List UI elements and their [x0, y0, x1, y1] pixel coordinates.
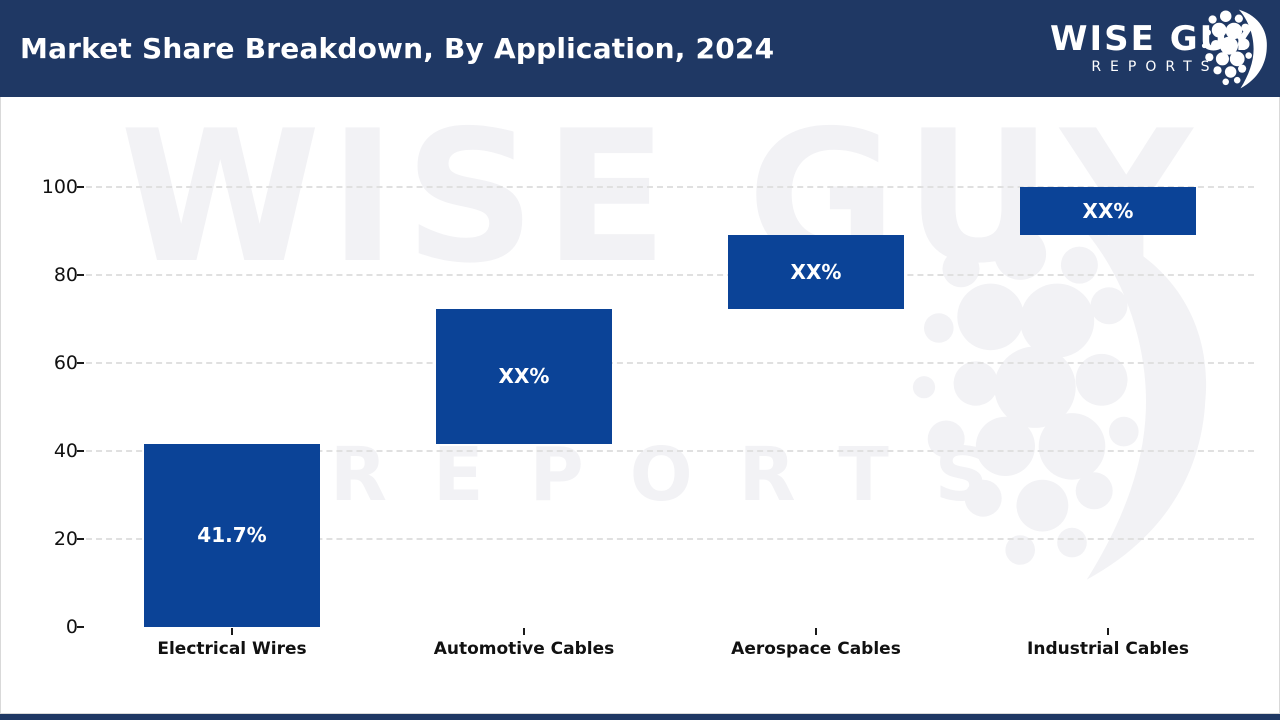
category-label-electrical-wires: Electrical Wires [157, 639, 307, 659]
y-tick-label-0: 0 [65, 616, 78, 638]
y-tick-0 [77, 626, 84, 628]
bar-value-label: XX% [498, 364, 550, 389]
x-tick-electrical-wires [231, 628, 233, 635]
bar-segment-automotive-cables: XX% [436, 308, 612, 444]
brand-logo: WISE GUY REPORTS [1020, 6, 1270, 92]
y-tick-60 [77, 362, 84, 364]
y-tick-label-100: 100 [41, 176, 78, 198]
header-bar: Market Share Breakdown, By Application, … [0, 0, 1280, 97]
gridline-40 [86, 450, 1254, 452]
background-watermark: WISE GUY REPORTS [0, 97, 1280, 713]
chart-title: Market Share Breakdown, By Application, … [20, 32, 775, 65]
gridline-60 [86, 362, 1254, 364]
brand-face-icon [1201, 9, 1267, 89]
y-tick-label-40: 40 [53, 440, 78, 462]
category-label-aerospace-cables: Aerospace Cables [731, 639, 901, 659]
footer-bar [0, 714, 1280, 720]
bar-value-label: XX% [1082, 198, 1134, 223]
y-tick-20 [77, 538, 84, 540]
gridline-20 [86, 538, 1254, 540]
bottom-divider [0, 713, 1280, 714]
bar-value-label: XX% [790, 259, 842, 284]
bar-segment-electrical-wires: 41.7% [144, 443, 320, 627]
gridline-100 [86, 186, 1254, 188]
brand-subname: REPORTS [1091, 59, 1219, 75]
x-tick-aerospace-cables [815, 628, 817, 635]
category-label-automotive-cables: Automotive Cables [433, 639, 615, 659]
bar-value-label: 41.7% [197, 523, 267, 548]
y-tick-40 [77, 450, 84, 452]
x-tick-industrial-cables [1107, 628, 1109, 635]
y-tick-80 [77, 274, 84, 276]
y-tick-label-80: 80 [53, 264, 78, 286]
gridline-80 [86, 274, 1254, 276]
watermark-reports-text: REPORTS [330, 432, 1035, 518]
x-tick-automotive-cables [523, 628, 525, 635]
watermark-face-icon [912, 224, 1207, 580]
y-tick-100 [77, 186, 84, 188]
left-border [0, 97, 1, 714]
bar-segment-industrial-cables: XX% [1020, 187, 1196, 235]
bar-segment-aerospace-cables: XX% [728, 234, 904, 309]
category-label-industrial-cables: Industrial Cables [1027, 639, 1189, 659]
y-tick-label-60: 60 [53, 352, 78, 374]
y-tick-label-20: 20 [53, 528, 78, 550]
